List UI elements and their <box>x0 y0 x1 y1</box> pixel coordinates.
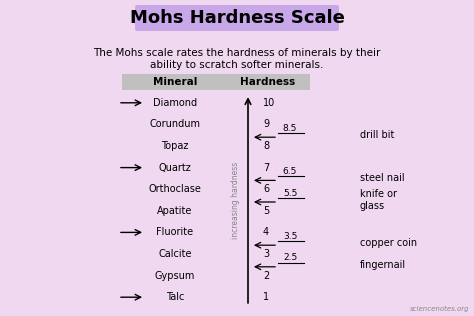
Text: copper coin: copper coin <box>360 238 417 248</box>
Text: steel nail: steel nail <box>360 173 405 183</box>
Text: 8.5: 8.5 <box>283 124 297 133</box>
Text: sciencenotes.org: sciencenotes.org <box>410 306 470 312</box>
Text: 4: 4 <box>263 228 269 237</box>
Text: 5: 5 <box>263 206 269 216</box>
Text: knife or
glass: knife or glass <box>360 189 397 211</box>
Text: Talc: Talc <box>166 292 184 302</box>
Text: Mohs Hardness Scale: Mohs Hardness Scale <box>129 9 345 27</box>
Text: 2.5: 2.5 <box>283 253 297 262</box>
Text: Gypsum: Gypsum <box>155 270 195 281</box>
Text: 7: 7 <box>263 163 269 173</box>
Text: 8: 8 <box>263 141 269 151</box>
Text: Diamond: Diamond <box>153 98 197 108</box>
Text: 5.5: 5.5 <box>283 189 297 198</box>
Text: 6.5: 6.5 <box>283 167 297 176</box>
FancyBboxPatch shape <box>122 74 310 90</box>
Text: Orthoclase: Orthoclase <box>148 184 201 194</box>
Text: drill bit: drill bit <box>360 130 394 140</box>
Text: Quartz: Quartz <box>159 163 191 173</box>
Text: 9: 9 <box>263 119 269 129</box>
Text: 3.5: 3.5 <box>283 232 297 241</box>
Text: increasing hardness: increasing hardness <box>231 161 240 239</box>
Text: Corundum: Corundum <box>149 119 201 129</box>
Text: 10: 10 <box>263 98 275 108</box>
Text: Calcite: Calcite <box>158 249 192 259</box>
Text: 1: 1 <box>263 292 269 302</box>
Text: 3: 3 <box>263 249 269 259</box>
Text: Apatite: Apatite <box>157 206 193 216</box>
Text: 2: 2 <box>263 270 269 281</box>
Text: Topaz: Topaz <box>161 141 189 151</box>
Text: Fluorite: Fluorite <box>156 228 193 237</box>
Text: The Mohs scale rates the hardness of minerals by their
ability to scratch softer: The Mohs scale rates the hardness of min… <box>93 48 381 70</box>
Text: fingernail: fingernail <box>360 260 406 270</box>
FancyBboxPatch shape <box>135 5 339 31</box>
Text: 6: 6 <box>263 184 269 194</box>
Text: Mineral: Mineral <box>153 77 197 87</box>
Text: Hardness: Hardness <box>240 77 296 87</box>
